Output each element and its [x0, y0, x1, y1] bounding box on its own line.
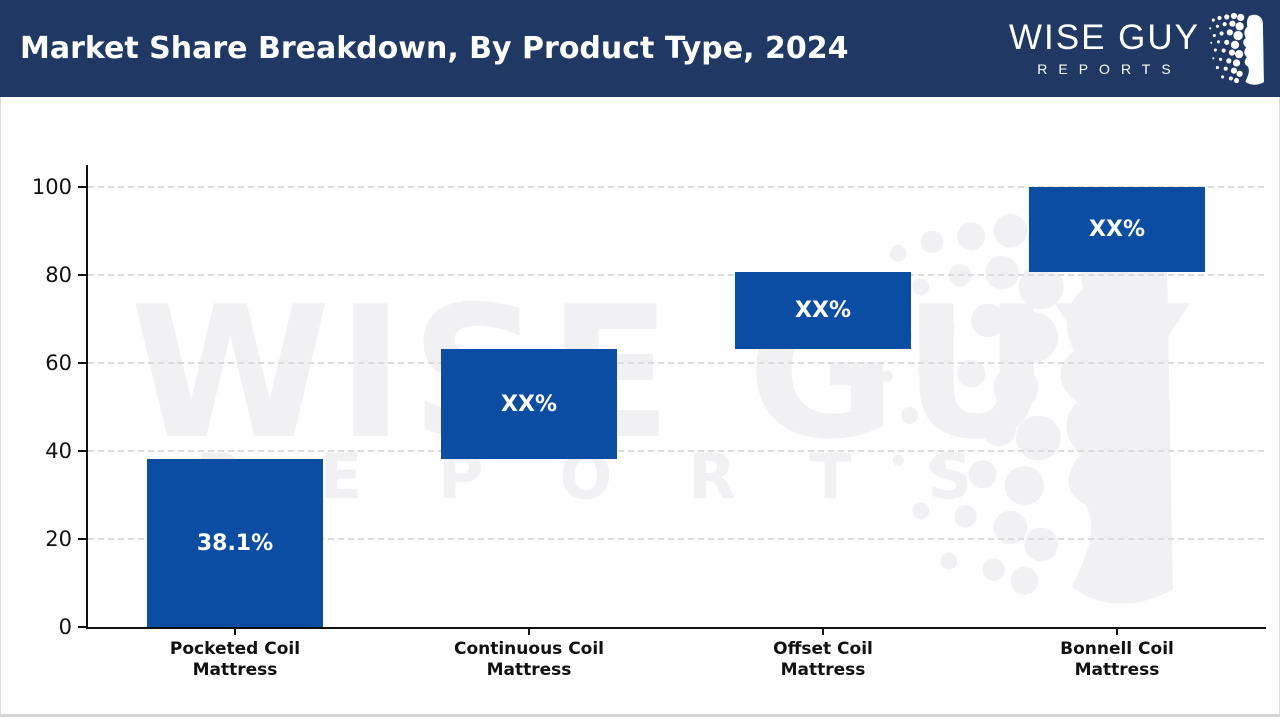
bar-value-label: XX% [1089, 216, 1145, 242]
y-tick-mark [78, 626, 87, 628]
bar-continuous-coil-mattress: XX% [441, 349, 617, 460]
bar-pocketed-coil-mattress: 38.1% [147, 459, 323, 627]
y-tick-mark [78, 274, 87, 276]
x-category-label: Pocketed Coil Mattress [169, 639, 301, 680]
gridline [88, 362, 1264, 364]
x-category-label: Bonnell Coil Mattress [1060, 639, 1174, 680]
gridline [88, 274, 1264, 276]
gridline [88, 450, 1264, 452]
x-tick-mark [234, 627, 236, 635]
y-tick-label: 0 [58, 615, 72, 639]
bar-value-label: XX% [795, 298, 851, 324]
y-tick-mark [78, 186, 87, 188]
y-axis-line [86, 165, 88, 629]
y-tick-label: 20 [45, 527, 72, 551]
logo-face-icon [1209, 12, 1264, 85]
y-tick-label: 60 [45, 351, 72, 375]
x-category-label: Continuous Coil Mattress [453, 639, 605, 680]
x-tick-mark [1116, 627, 1118, 635]
logo-text: WISE GUY REPORTS [1009, 20, 1200, 77]
y-tick-mark [78, 362, 87, 364]
x-tick-mark [528, 627, 530, 635]
y-tick-label: 40 [45, 439, 72, 463]
header-bar: Market Share Breakdown, By Product Type,… [0, 0, 1280, 97]
bottom-border [0, 714, 1280, 717]
bar-offset-coil-mattress: XX% [735, 271, 911, 350]
logo-wordmark: WISE GUY [1008, 18, 1200, 57]
x-axis-line [86, 627, 1266, 629]
y-tick-label: 80 [45, 263, 72, 287]
bar-value-label: 38.1% [196, 530, 274, 556]
logo-subtext: REPORTS [1037, 61, 1182, 77]
bar-bonnell-coil-mattress: XX% [1029, 187, 1205, 272]
y-tick-mark [78, 450, 87, 452]
x-category-label: Offset Coil Mattress [773, 639, 873, 680]
gridline [88, 538, 1264, 540]
chart-title: Market Share Breakdown, By Product Type,… [20, 31, 849, 66]
wiseguy-logo: WISE GUY REPORTS [1009, 11, 1266, 87]
y-tick-mark [78, 538, 87, 540]
x-tick-mark [822, 627, 824, 635]
gridline [88, 186, 1264, 188]
bar-value-label: XX% [501, 391, 557, 417]
y-tick-label: 100 [31, 175, 72, 199]
left-border [0, 97, 1, 717]
